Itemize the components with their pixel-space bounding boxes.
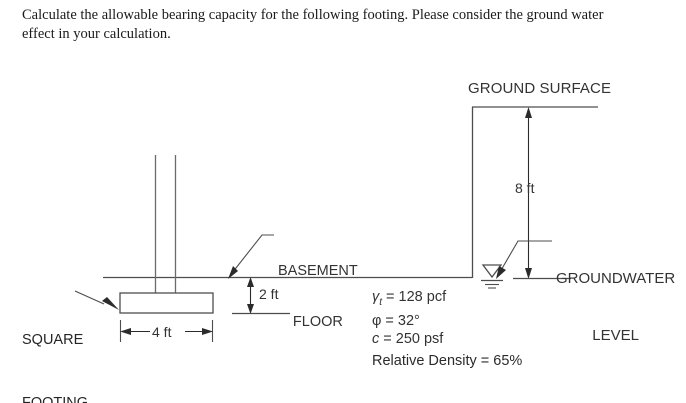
basement-floor-label-line1: BASEMENT	[278, 263, 358, 279]
water-table-triangle-icon	[481, 264, 503, 279]
groundwater-level-label-line1: GROUNDWATER	[556, 270, 676, 287]
square-footing-rect	[119, 292, 214, 314]
basement-floor-leader-line	[231, 234, 274, 274]
footing-thickness-arrow-up	[247, 277, 254, 287]
soil-unit-weight-symbol: γ	[372, 289, 380, 305]
square-footing-label-line1: SQUARE	[22, 332, 84, 348]
groundwater-level-label-line2: LEVEL	[592, 327, 639, 344]
footing-thickness-label: 2 ft	[259, 286, 279, 302]
basement-floor-label: BASEMENT FLOOR	[278, 229, 358, 365]
soil-cohesion-row: c = 250 psf	[372, 330, 446, 348]
soil-cohesion-value: = 250 psf	[379, 330, 444, 347]
basement-floor-label-line2: FLOOR	[292, 314, 343, 330]
soil-friction-angle-row: φ = 32°	[372, 312, 446, 330]
square-footing-leader-line	[74, 290, 105, 305]
footing-thickness-arrow-down	[247, 304, 254, 314]
groundwater-depth-label: 8 ft	[515, 180, 535, 196]
soil-friction-angle-value: = 32°	[381, 312, 420, 329]
footing-width-label: 4 ft	[152, 324, 172, 340]
groundwater-leader-line	[499, 240, 552, 273]
footing-width-arrow-right	[202, 328, 213, 335]
square-footing-leader-arrowhead	[102, 297, 119, 310]
ground-surface-label: GROUND SURFACE	[468, 80, 612, 97]
question-text: Calculate the allowable bearing capacity…	[22, 7, 604, 42]
square-footing-label-line2: FOOTING	[22, 395, 89, 403]
soil-unit-weight-row: γt = 128 pcf	[372, 288, 446, 312]
soil-unit-weight-value: = 128 pcf	[382, 289, 447, 305]
soil-friction-angle-symbol: φ	[372, 312, 382, 329]
footing-width-arrow-left	[120, 328, 131, 335]
soil-cohesion-symbol: c	[372, 330, 380, 347]
soil-properties-block: γt = 128 pcf φ = 32° c = 250 psf	[372, 288, 446, 348]
groundwater-depth-arrow-up	[525, 107, 532, 118]
basement-floor-leader-arrowhead	[228, 266, 238, 279]
square-footing-label: SQUARE FOOTING	[22, 288, 88, 403]
groundwater-level-label: GROUNDWATER LEVEL	[556, 231, 675, 383]
groundwater-leader-arrowhead	[496, 266, 506, 279]
groundwater-depth-arrow-down	[525, 268, 532, 279]
relative-density-label: Relative Density = 65%	[372, 353, 523, 369]
soil-unit-weight-subscript: t	[379, 296, 383, 308]
